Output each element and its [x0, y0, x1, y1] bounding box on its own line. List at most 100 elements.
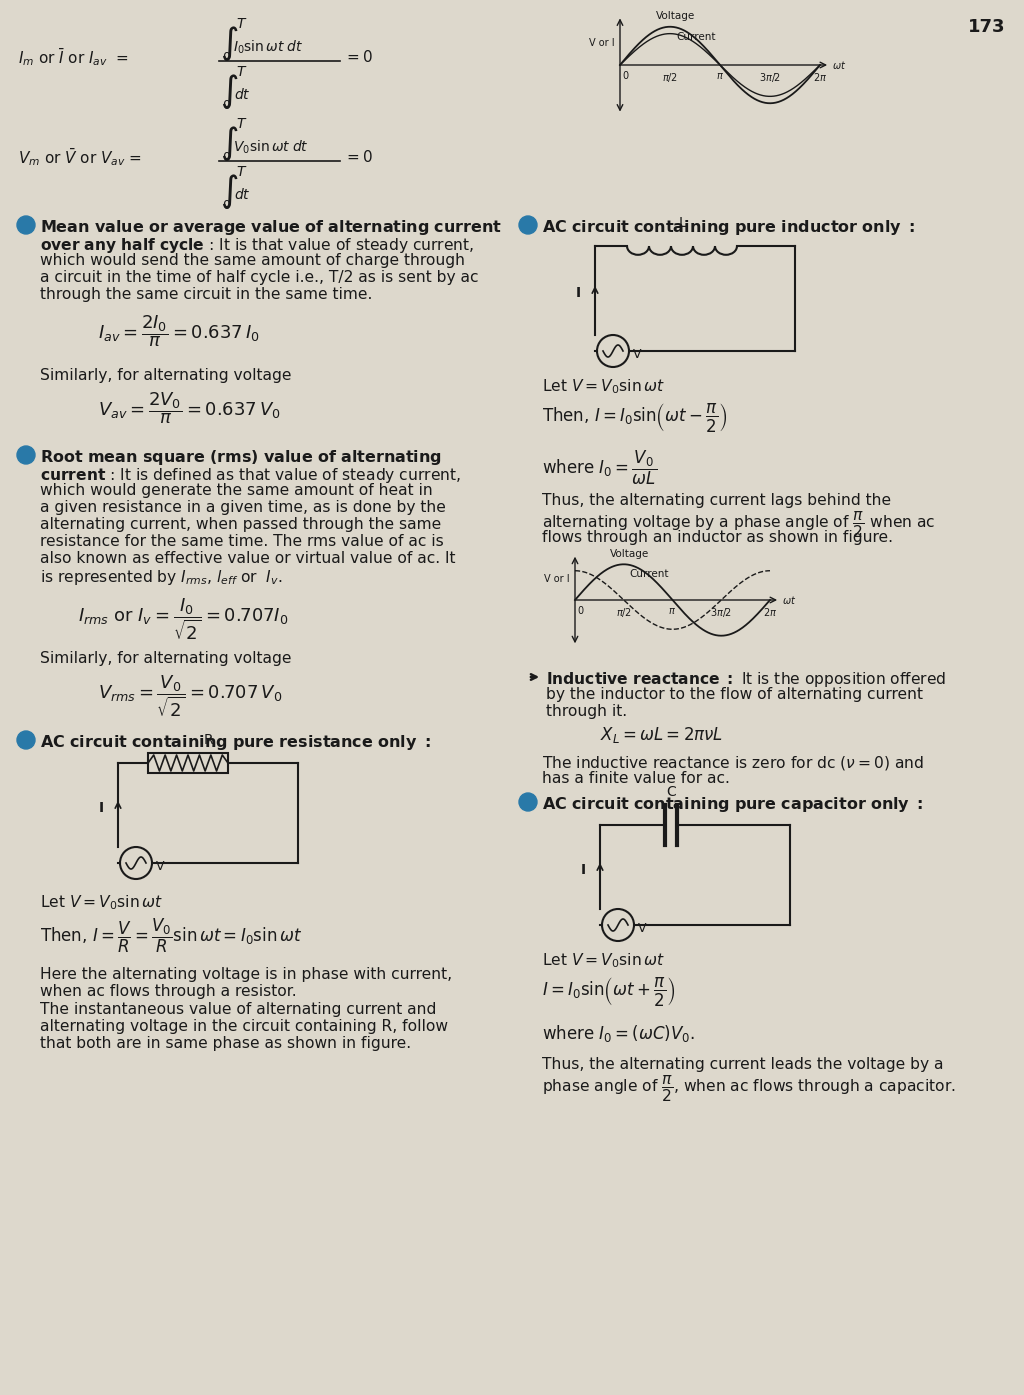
Text: $\int$: $\int$ — [220, 73, 239, 112]
Text: $\bf{Inductive\ reactance\ :}$ It is the opposition offered: $\bf{Inductive\ reactance\ :}$ It is the… — [546, 670, 946, 689]
Text: Thus, the alternating current leads the voltage by a: Thus, the alternating current leads the … — [542, 1057, 943, 1071]
Text: $\pi/2$: $\pi/2$ — [662, 71, 678, 84]
Text: $0$: $0$ — [222, 52, 231, 64]
Text: The instantaneous value of alternating current and: The instantaneous value of alternating c… — [40, 1002, 436, 1017]
Text: $\int$: $\int$ — [220, 126, 239, 163]
Text: $\bf{over\ any\ half\ cycle\ }$: It is that value of steady current,: $\bf{over\ any\ half\ cycle\ }$: It is t… — [40, 236, 474, 255]
Text: Let $V = V_0\sin\omega t$: Let $V = V_0\sin\omega t$ — [542, 377, 665, 396]
Text: $T$: $T$ — [237, 165, 248, 179]
Text: $2\pi$: $2\pi$ — [813, 71, 827, 82]
Text: $3\pi/2$: $3\pi/2$ — [711, 605, 732, 619]
Text: $\bf{AC\ circuit\ containing\ pure\ resistance\ only\ :}$: $\bf{AC\ circuit\ containing\ pure\ resi… — [40, 732, 431, 752]
Text: $V_{rms} = \dfrac{V_0}{\sqrt{2}} = 0.707\,V_0$: $V_{rms} = \dfrac{V_0}{\sqrt{2}} = 0.707… — [98, 672, 283, 718]
Text: $\bf{Root\ mean\ square\ (rms)\ value\ of\ alternating}$: $\bf{Root\ mean\ square\ (rms)\ value\ o… — [40, 448, 442, 467]
Circle shape — [17, 731, 35, 749]
Text: alternating voltage by a phase angle of $\dfrac{\pi}{2}$ when ac: alternating voltage by a phase angle of … — [542, 511, 935, 540]
Text: $dt$: $dt$ — [234, 86, 251, 102]
Text: $I_m$ or $\bar{I}$ or $I_{av}$  =: $I_m$ or $\bar{I}$ or $I_{av}$ = — [18, 46, 129, 68]
Text: alternating current, when passed through the same: alternating current, when passed through… — [40, 518, 441, 531]
Text: $\omega t$: $\omega t$ — [782, 594, 797, 605]
Text: 0: 0 — [622, 71, 628, 81]
Text: I: I — [581, 864, 586, 877]
Text: when ac flows through a resistor.: when ac flows through a resistor. — [40, 983, 297, 999]
Text: $\bf{Mean\ value\ or\ average\ value\ of\ alternating\ current}$: $\bf{Mean\ value\ or\ average\ value\ of… — [40, 218, 502, 237]
Text: R: R — [203, 732, 213, 746]
Text: $3\pi/2$: $3\pi/2$ — [759, 71, 781, 84]
Text: that both are in same phase as shown in figure.: that both are in same phase as shown in … — [40, 1036, 411, 1050]
Text: Voltage: Voltage — [610, 548, 649, 559]
Text: Current: Current — [630, 569, 669, 579]
Text: $V_{av} = \dfrac{2V_0}{\pi} = 0.637\,V_0$: $V_{av} = \dfrac{2V_0}{\pi} = 0.637\,V_0… — [98, 391, 281, 425]
Text: Then, $I = \dfrac{V}{R} = \dfrac{V_0}{R}\sin\omega t = I_0\sin\omega t$: Then, $I = \dfrac{V}{R} = \dfrac{V_0}{R}… — [40, 917, 302, 956]
Text: is represented by $I_{rms}$, $l_{eff}$ or  $I_v$.: is represented by $I_{rms}$, $l_{eff}$ o… — [40, 568, 283, 587]
Text: $2\pi$: $2\pi$ — [763, 605, 777, 618]
Text: I: I — [99, 801, 104, 815]
Circle shape — [519, 792, 537, 810]
Text: $\pi$: $\pi$ — [669, 605, 677, 617]
Text: $\int$: $\int$ — [220, 25, 239, 63]
Text: $T$: $T$ — [237, 117, 248, 131]
Text: $\omega t$: $\omega t$ — [831, 59, 846, 71]
Text: $\pi$: $\pi$ — [716, 71, 724, 81]
Text: $= 0$: $= 0$ — [344, 149, 374, 165]
Text: $X_L = \omega L = 2\pi\nu L$: $X_L = \omega L = 2\pi\nu L$ — [600, 725, 723, 745]
Text: $0$: $0$ — [222, 199, 231, 212]
Text: alternating voltage in the circuit containing R, follow: alternating voltage in the circuit conta… — [40, 1018, 449, 1034]
Text: V: V — [633, 349, 641, 361]
Text: Voltage: Voltage — [656, 11, 695, 21]
Text: V: V — [638, 922, 646, 936]
Text: through it.: through it. — [546, 704, 627, 718]
Text: $\int$: $\int$ — [220, 173, 239, 211]
Circle shape — [17, 446, 35, 465]
Text: where $I_0 = (\omega C)V_0.$: where $I_0 = (\omega C)V_0.$ — [542, 1023, 695, 1043]
Text: 173: 173 — [968, 18, 1005, 36]
Text: $V_m$ or $\bar{V}$ or $V_{av}$ =: $V_m$ or $\bar{V}$ or $V_{av}$ = — [18, 146, 142, 167]
Circle shape — [519, 216, 537, 234]
Text: which would send the same amount of charge through: which would send the same amount of char… — [40, 252, 465, 268]
Text: Let $V = V_0\sin\omega t$: Let $V = V_0\sin\omega t$ — [542, 951, 665, 970]
Text: Current: Current — [676, 32, 716, 42]
Text: L: L — [678, 216, 686, 230]
Text: I: I — [575, 286, 581, 300]
Text: The inductive reactance is zero for dc ($\nu = 0$) and: The inductive reactance is zero for dc (… — [542, 755, 924, 771]
Text: $\pi/2$: $\pi/2$ — [615, 605, 632, 619]
Text: $I_0\sin\omega t\; dt$: $I_0\sin\omega t\; dt$ — [233, 39, 303, 56]
Bar — [148, 753, 228, 773]
Text: Similarly, for alternating voltage: Similarly, for alternating voltage — [40, 368, 292, 384]
Text: Thus, the alternating current lags behind the: Thus, the alternating current lags behin… — [542, 492, 891, 508]
Text: Then, $I = I_0\sin\!\left(\omega t - \dfrac{\pi}{2}\right)$: Then, $I = I_0\sin\!\left(\omega t - \df… — [542, 400, 727, 434]
Text: $I_{av} = \dfrac{2I_0}{\pi} = 0.637\,I_0$: $I_{av} = \dfrac{2I_0}{\pi} = 0.637\,I_0… — [98, 312, 260, 349]
Text: where $I_0 = \dfrac{V_0}{\omega L}$: where $I_0 = \dfrac{V_0}{\omega L}$ — [542, 449, 657, 487]
Text: $= 0$: $= 0$ — [344, 49, 374, 66]
Text: $\bf{AC\ circuit\ containing\ pure\ inductor\ only\ :}$: $\bf{AC\ circuit\ containing\ pure\ indu… — [542, 218, 915, 237]
Text: by the inductor to the flow of alternating current: by the inductor to the flow of alternati… — [546, 686, 923, 702]
Circle shape — [17, 216, 35, 234]
Text: $0$: $0$ — [222, 151, 231, 165]
Text: V: V — [156, 861, 165, 873]
Text: which would generate the same amount of heat in: which would generate the same amount of … — [40, 483, 433, 498]
Text: V or I: V or I — [545, 573, 570, 585]
Text: Similarly, for alternating voltage: Similarly, for alternating voltage — [40, 651, 292, 665]
Text: resistance for the same time. The rms value of ac is: resistance for the same time. The rms va… — [40, 534, 443, 550]
Text: Here the alternating voltage is in phase with current,: Here the alternating voltage is in phase… — [40, 967, 453, 982]
Text: phase angle of $\dfrac{\pi}{2}$, when ac flows through a capacitor.: phase angle of $\dfrac{\pi}{2}$, when ac… — [542, 1074, 955, 1103]
Text: through the same circuit in the same time.: through the same circuit in the same tim… — [40, 287, 373, 301]
Text: a given resistance in a given time, as is done by the: a given resistance in a given time, as i… — [40, 499, 445, 515]
Text: 0: 0 — [577, 605, 583, 617]
Text: $0$: $0$ — [222, 99, 231, 112]
Text: $I = I_0\sin\!\left(\omega t + \dfrac{\pi}{2}\right)$: $I = I_0\sin\!\left(\omega t + \dfrac{\p… — [542, 975, 675, 1009]
Text: flows through an inductor as shown in figure.: flows through an inductor as shown in fi… — [542, 530, 893, 545]
Text: also known as effective value or virtual value of ac. It: also known as effective value or virtual… — [40, 551, 456, 566]
Text: $T$: $T$ — [237, 66, 248, 80]
Text: $V_0\sin\omega t\; dt$: $V_0\sin\omega t\; dt$ — [233, 140, 308, 156]
Text: $I_{rms}$ or $I_v = \dfrac{I_0}{\sqrt{2}} = 0.707I_0$: $I_{rms}$ or $I_v = \dfrac{I_0}{\sqrt{2}… — [78, 596, 289, 642]
Text: C: C — [667, 785, 676, 799]
Text: a circuit in the time of half cycle i.e., T/2 as is sent by ac: a circuit in the time of half cycle i.e.… — [40, 271, 478, 285]
Text: $dt$: $dt$ — [234, 187, 251, 202]
Text: $\bf{current\ }$: It is defined as that value of steady current,: $\bf{current\ }$: It is defined as that … — [40, 466, 461, 485]
Text: V or I: V or I — [590, 38, 615, 47]
Text: $T$: $T$ — [237, 17, 248, 31]
Text: Let $V = V_0\sin\omega t$: Let $V = V_0\sin\omega t$ — [40, 893, 163, 912]
Text: $\bf{AC\ circuit\ containing\ pure\ capacitor\ only\ :}$: $\bf{AC\ circuit\ containing\ pure\ capa… — [542, 795, 924, 815]
Text: has a finite value for ac.: has a finite value for ac. — [542, 771, 730, 785]
